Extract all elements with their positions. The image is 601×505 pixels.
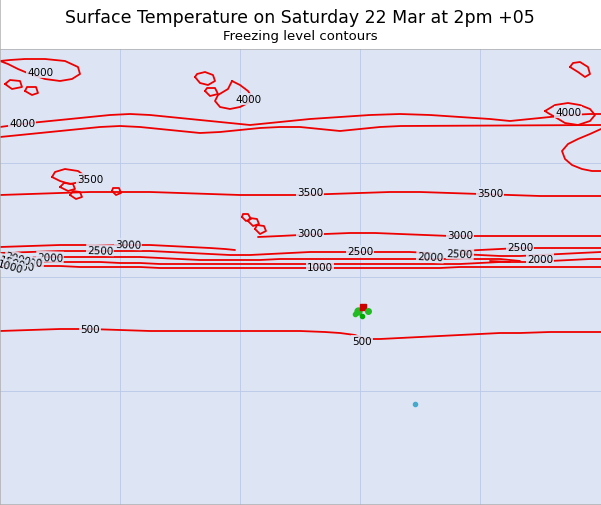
- Text: 4000: 4000: [27, 68, 53, 78]
- Text: 2000: 2000: [416, 252, 444, 263]
- Text: 1500: 1500: [0, 255, 26, 271]
- Bar: [0, 0, 601, 50]
- Text: 500: 500: [80, 324, 100, 334]
- Text: 1000: 1000: [9, 261, 35, 272]
- Text: 3000: 3000: [297, 229, 323, 238]
- Text: Surface Temperature on Saturday 22 Mar at 2pm +05: Surface Temperature on Saturday 22 Mar a…: [65, 9, 535, 27]
- Text: 1000: 1000: [0, 258, 24, 275]
- Text: 2500: 2500: [347, 246, 373, 257]
- Text: 2500: 2500: [87, 245, 114, 256]
- Text: 2500: 2500: [447, 249, 474, 260]
- Text: 500: 500: [352, 336, 372, 346]
- Text: 1500: 1500: [17, 257, 43, 268]
- Text: 3500: 3500: [477, 189, 503, 198]
- Text: 1000: 1000: [307, 263, 333, 273]
- Text: 4000: 4000: [235, 95, 261, 105]
- Text: 2000: 2000: [4, 250, 32, 267]
- Text: Freezing level contours: Freezing level contours: [223, 29, 377, 42]
- Text: 3000: 3000: [447, 231, 473, 240]
- Text: 3500: 3500: [297, 188, 323, 197]
- Text: 2000: 2000: [527, 255, 553, 265]
- Text: 2500: 2500: [507, 242, 533, 252]
- Text: 4000: 4000: [555, 108, 581, 118]
- Text: 4000: 4000: [9, 119, 35, 129]
- Text: 3500: 3500: [77, 175, 103, 185]
- Text: 2000: 2000: [37, 252, 63, 263]
- Text: 3000: 3000: [115, 239, 141, 250]
